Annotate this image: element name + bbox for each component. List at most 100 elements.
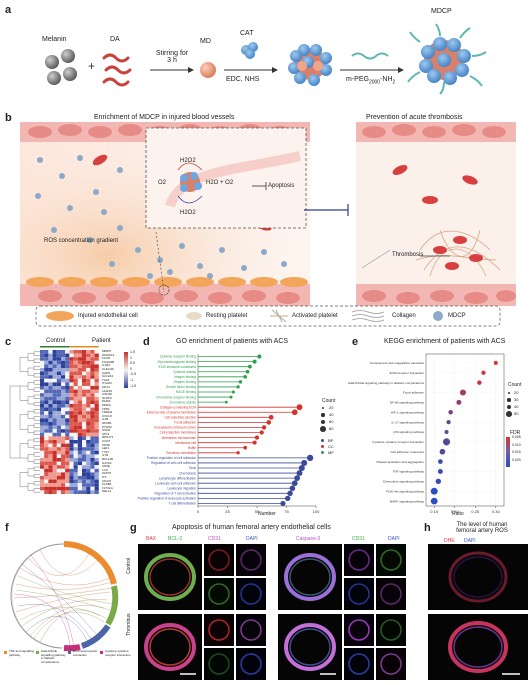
go-point [298, 465, 305, 471]
heatmap-cell [40, 476, 45, 480]
kegg-count-label: 50 [514, 411, 519, 416]
heatmap-cell [56, 422, 61, 426]
heatmap-cell [90, 458, 95, 462]
heatmap-cell [73, 414, 78, 419]
heatmap-cell [73, 382, 78, 386]
heatmap-cell [90, 400, 95, 404]
heatmap-cell [94, 465, 99, 469]
go-point [252, 440, 257, 445]
heatmap-cell [65, 458, 70, 462]
mdcp-label: MDCP [431, 8, 452, 15]
heatmap-cell [65, 454, 70, 458]
heatmap-cell [48, 479, 53, 484]
heatmap-cell [48, 353, 53, 358]
heatmap-cell [48, 414, 53, 419]
heatmap-cell [40, 479, 45, 484]
ros-staining [428, 544, 528, 680]
heatmap-cell [52, 458, 57, 462]
heatmap-cell [90, 393, 95, 397]
heatmap-cell [65, 422, 70, 426]
heatmap-cell [56, 429, 61, 433]
heatmap-cell [86, 411, 91, 415]
heatmap-cell [61, 357, 66, 361]
heatmap-cell [40, 411, 45, 415]
go-count-dot [321, 413, 325, 417]
heatmap-cell [56, 393, 61, 397]
gene-label: BCL11B [102, 457, 113, 461]
heatmap-cell [52, 350, 57, 354]
heatmap-cell [86, 429, 91, 433]
kegg-term-label: Complement and coagulation cascades [370, 361, 425, 365]
gene-label: NELL2 [102, 489, 112, 494]
heatmap-cell [65, 350, 70, 354]
go-point [301, 459, 308, 466]
gene-label: LCK [102, 467, 108, 472]
gene-label: NFKB1 [102, 421, 112, 425]
heatmap-cell [48, 472, 53, 476]
go-point [236, 385, 240, 389]
fdr-label: 0.005 [512, 435, 521, 439]
heatmap-cell [73, 371, 78, 376]
heatmap-cell [65, 476, 70, 480]
heatmap-cell [86, 468, 91, 473]
kegg-term-label: AGE-RAGE signaling pathway in diabetic c… [348, 381, 425, 385]
heatmap-cell [90, 483, 95, 487]
heatmap-cell [52, 386, 57, 390]
heatmap-cell [77, 360, 82, 365]
heatmap-cell [90, 422, 95, 426]
heatmap-cell [77, 429, 82, 433]
heatmap-cell [86, 454, 91, 458]
heatmap-cell [77, 414, 82, 419]
heatmap-cell [82, 378, 87, 383]
heatmap-cell [52, 422, 57, 426]
panel-a-label: a [5, 4, 12, 16]
heatmap-cell [52, 396, 57, 401]
heatmap-cell [73, 486, 78, 491]
heatmap-cell [82, 443, 87, 448]
heatmap-cell [61, 353, 66, 358]
heatmap-cell [82, 371, 87, 376]
heatmap-cell [61, 411, 66, 415]
heatmap-cell [77, 486, 82, 491]
heatmap-cell [40, 472, 45, 476]
heatmap-cell [48, 378, 53, 383]
kegg-chart-title: KEGG enrichment of patients with ACS [384, 338, 506, 345]
heatmap-cell [65, 404, 70, 408]
heatmap-cell [82, 425, 87, 430]
gene-label: PTGS2 [102, 424, 112, 429]
kegg-point [448, 410, 453, 415]
go-category-label: CC [328, 444, 334, 449]
heatmap-cell [56, 353, 61, 358]
heatmap-cell [65, 440, 70, 444]
heatmap-cell [73, 483, 78, 487]
heatmap-cell [44, 429, 49, 433]
go-category-item: BP [320, 438, 350, 443]
heatmap-cell [52, 368, 57, 372]
heatmap-cell [65, 368, 70, 372]
heatmap-cell [86, 400, 91, 404]
heatmap-cell [65, 461, 70, 466]
go-count-item: 20 [320, 405, 350, 411]
heatmap-cell [65, 447, 70, 451]
heatmap-cell [90, 368, 95, 372]
kegg-term-label: PI3K-Akt signaling pathway [386, 489, 424, 493]
fdr-label: 0.015 [512, 450, 521, 454]
kegg-term-label: Platelet activation and aggregation [377, 460, 425, 464]
heatmap-cell [65, 425, 70, 430]
heatmap-cell [52, 468, 57, 473]
heatmap-cell [86, 382, 91, 386]
heatmap-cell [94, 443, 99, 448]
heatmap-patient-label: Patient [92, 338, 111, 344]
h2o2-bottom-label: H2O2 [180, 210, 196, 216]
heatmap-cell [86, 350, 91, 354]
go-term-label: Ruffle [188, 446, 196, 450]
panel-g-channel-header: BAX BCL-2 CD31 DAPI Caspase-3 CD31 DAPI [146, 536, 416, 544]
heatmap-cell [69, 422, 74, 426]
heatmap-cell [56, 436, 61, 440]
heatmap-cell [65, 429, 70, 433]
go-category-item: MF [320, 450, 350, 455]
heatmap-cell [61, 458, 66, 462]
heatmap-cell [61, 371, 66, 376]
heatmap-cell [94, 479, 99, 484]
gene-label: FCAR [102, 356, 111, 361]
